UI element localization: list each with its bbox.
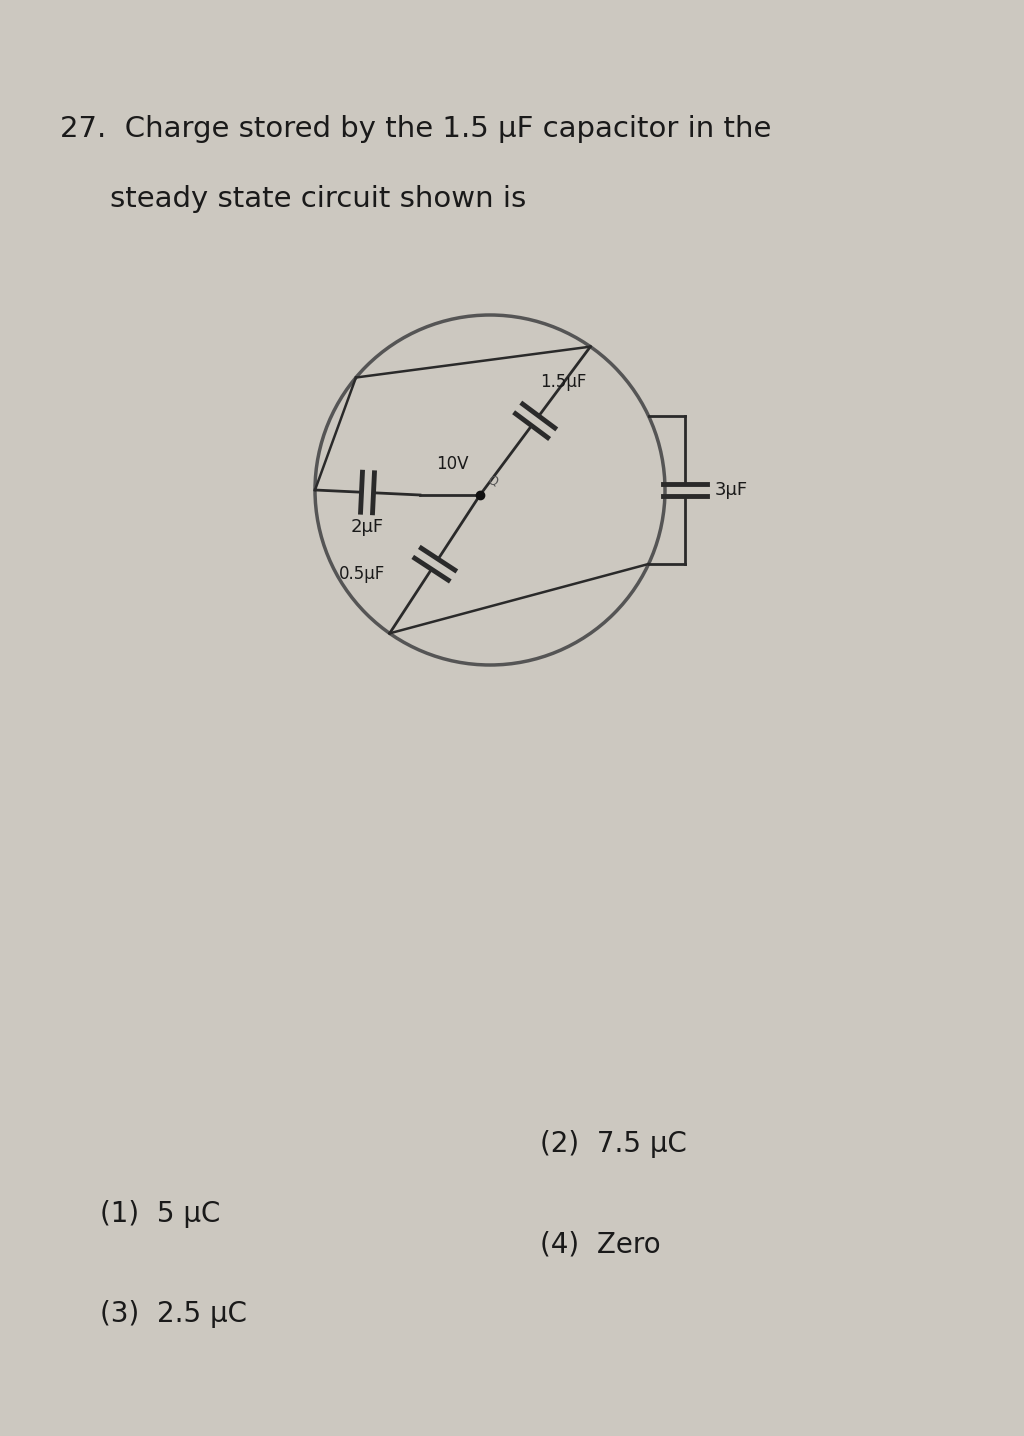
Text: (1)  5 μC: (1) 5 μC xyxy=(100,1200,220,1228)
Text: (3)  2.5 μC: (3) 2.5 μC xyxy=(100,1300,247,1328)
Text: 2μF: 2μF xyxy=(350,518,384,536)
Text: (2)  7.5 μC: (2) 7.5 μC xyxy=(540,1130,687,1157)
Text: (4)  Zero: (4) Zero xyxy=(540,1231,660,1258)
Text: steady state circuit shown is: steady state circuit shown is xyxy=(110,185,526,213)
Text: 1.5μF: 1.5μF xyxy=(541,373,587,391)
Text: 0.5μF: 0.5μF xyxy=(339,566,385,583)
Text: Q: Q xyxy=(488,474,498,487)
Text: 27.  Charge stored by the 1.5 μF capacitor in the: 27. Charge stored by the 1.5 μF capacito… xyxy=(60,115,771,144)
Text: 3μF: 3μF xyxy=(715,481,749,498)
Text: 10V: 10V xyxy=(436,455,468,472)
